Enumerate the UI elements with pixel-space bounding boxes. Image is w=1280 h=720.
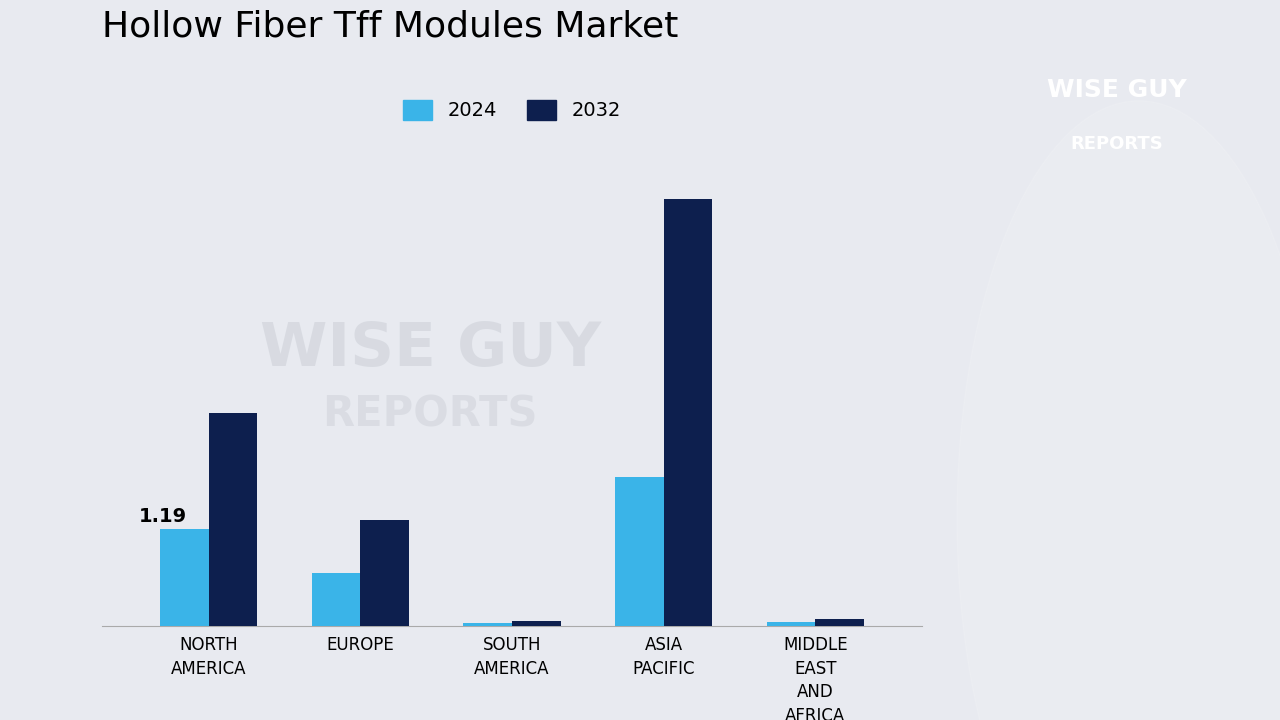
Bar [160, 528, 209, 626]
Legend: 2024, 2032: 2024, 2032 [396, 92, 628, 128]
Text: REPORTS: REPORTS [1070, 135, 1164, 153]
Text: Hollow Fiber Tff Modules Market: Hollow Fiber Tff Modules Market [102, 9, 678, 43]
Text: REPORTS: REPORTS [323, 394, 538, 436]
Bar [360, 520, 408, 626]
Text: WISE GUY: WISE GUY [1047, 78, 1187, 102]
Bar [767, 622, 815, 626]
Text: WISE GUY: WISE GUY [260, 320, 600, 379]
Bar [815, 619, 864, 626]
Bar [312, 573, 360, 626]
Bar [463, 623, 512, 626]
Bar [664, 199, 712, 626]
Bar [209, 413, 257, 626]
Text: 1.19: 1.19 [138, 507, 187, 526]
Bar [512, 621, 561, 626]
Bar [616, 477, 664, 626]
Circle shape [957, 101, 1280, 720]
